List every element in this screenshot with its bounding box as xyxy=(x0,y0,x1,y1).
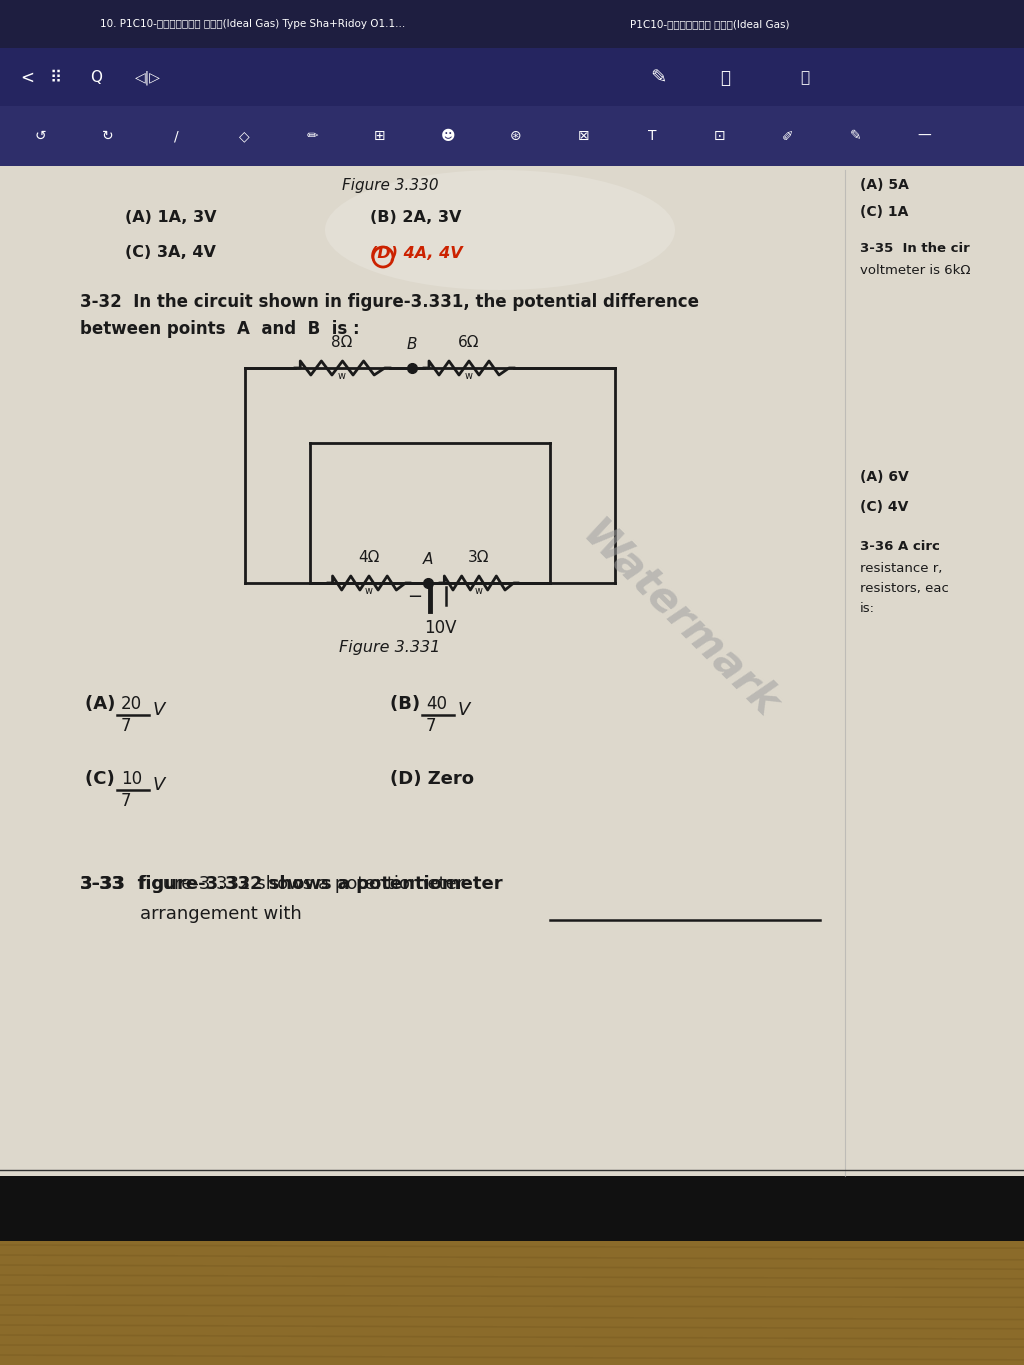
Text: ⊞: ⊞ xyxy=(374,130,386,143)
Text: (D) Zero: (D) Zero xyxy=(390,770,474,788)
Text: T: T xyxy=(648,130,656,143)
Text: (C) 1A: (C) 1A xyxy=(860,205,908,218)
Text: w: w xyxy=(338,371,346,381)
Text: (C) 3A, 4V: (C) 3A, 4V xyxy=(125,244,216,259)
Text: ⊡: ⊡ xyxy=(714,130,726,143)
Text: Figure 3.330: Figure 3.330 xyxy=(342,177,438,192)
Text: is:: is: xyxy=(860,602,874,616)
Text: w: w xyxy=(365,586,373,597)
Bar xyxy=(0,1241,1024,1365)
Text: ✎: ✎ xyxy=(850,130,862,143)
Bar xyxy=(0,0,1024,48)
Text: (A) 1A, 3V: (A) 1A, 3V xyxy=(125,210,216,225)
Text: 3-32  In the circuit shown in figure-3.331, the potential difference: 3-32 In the circuit shown in figure-3.33… xyxy=(80,293,699,311)
Text: 8Ω: 8Ω xyxy=(332,334,352,349)
Text: ⬜: ⬜ xyxy=(720,70,730,87)
Text: 3-35  In the cir: 3-35 In the cir xyxy=(860,242,970,255)
Text: arrangement with: arrangement with xyxy=(140,905,302,923)
Text: figure-3.332 shows a potentiometer: figure-3.332 shows a potentiometer xyxy=(140,875,464,893)
Ellipse shape xyxy=(325,171,675,289)
Text: ✎: ✎ xyxy=(650,68,667,87)
Text: Q: Q xyxy=(90,71,102,86)
Text: A: A xyxy=(423,551,433,566)
Text: ↻: ↻ xyxy=(102,130,114,143)
Text: (C): (C) xyxy=(85,770,121,788)
Text: (A) 5A: (A) 5A xyxy=(860,177,909,192)
Text: ◁|▷: ◁|▷ xyxy=(135,71,161,85)
Bar xyxy=(0,167,1024,1177)
Text: Figure 3.331: Figure 3.331 xyxy=(339,640,440,655)
Text: —: — xyxy=(918,130,931,143)
Text: ⠿: ⠿ xyxy=(50,70,62,87)
Text: 20: 20 xyxy=(121,695,142,713)
Text: (A): (A) xyxy=(85,695,122,713)
Text: ✐: ✐ xyxy=(782,130,794,143)
Text: 10V: 10V xyxy=(424,618,457,637)
Text: ✏: ✏ xyxy=(306,130,317,143)
Text: (B) 2A, 3V: (B) 2A, 3V xyxy=(370,210,462,225)
Text: P1C10-নিয়ামিত গতি(Ideal Gas): P1C10-নিয়ামিত গতি(Ideal Gas) xyxy=(630,19,790,29)
Text: 4Ω: 4Ω xyxy=(358,550,380,565)
Bar xyxy=(0,48,1024,106)
Text: (D) 4A, 4V: (D) 4A, 4V xyxy=(370,244,463,259)
Text: (B): (B) xyxy=(390,695,426,713)
Text: V: V xyxy=(458,702,470,719)
Text: voltmeter is 6kΩ: voltmeter is 6kΩ xyxy=(860,263,971,277)
Text: resistance r,: resistance r, xyxy=(860,562,942,575)
Text: /: / xyxy=(174,130,178,143)
Text: 3Ω: 3Ω xyxy=(468,550,489,565)
Text: 10. P1C10-নিয়ামিত গতি(Ideal Gas) Type Sha+Ridoy O1.1...: 10. P1C10-নিয়ামিত গতি(Ideal Gas) Type Sh… xyxy=(100,19,406,29)
Text: −: − xyxy=(407,588,422,606)
Text: <: < xyxy=(20,70,34,87)
Text: between points  A  and  B  is :: between points A and B is : xyxy=(80,319,359,339)
Text: 10: 10 xyxy=(121,770,142,788)
Bar xyxy=(0,106,1024,167)
Text: ⊛: ⊛ xyxy=(510,130,522,143)
Text: (C) 4V: (C) 4V xyxy=(860,500,908,515)
Text: (A) 6V: (A) 6V xyxy=(860,470,908,485)
Bar xyxy=(0,1177,1024,1241)
Text: 3-36 A circ: 3-36 A circ xyxy=(860,541,940,553)
Text: 🎤: 🎤 xyxy=(800,71,809,86)
Text: w: w xyxy=(465,371,473,381)
Text: ◇: ◇ xyxy=(239,130,249,143)
Text: 40: 40 xyxy=(426,695,447,713)
Text: 7: 7 xyxy=(121,792,131,809)
Text: resistors, eac: resistors, eac xyxy=(860,581,949,595)
Text: B: B xyxy=(407,337,417,352)
Text: w: w xyxy=(475,586,483,597)
Text: Watermark: Watermark xyxy=(573,513,786,726)
Text: ↺: ↺ xyxy=(34,130,46,143)
Text: ⊠: ⊠ xyxy=(579,130,590,143)
Text: 7: 7 xyxy=(121,717,131,734)
Text: V: V xyxy=(153,775,165,794)
Text: V: V xyxy=(153,702,165,719)
Text: 3-33: 3-33 xyxy=(80,875,125,893)
Text: 7: 7 xyxy=(426,717,436,734)
Text: ☻: ☻ xyxy=(440,130,456,143)
Text: 3-33  figure-3.332 shows a potentiometer: 3-33 figure-3.332 shows a potentiometer xyxy=(80,875,503,893)
Text: 6Ω: 6Ω xyxy=(459,334,480,349)
